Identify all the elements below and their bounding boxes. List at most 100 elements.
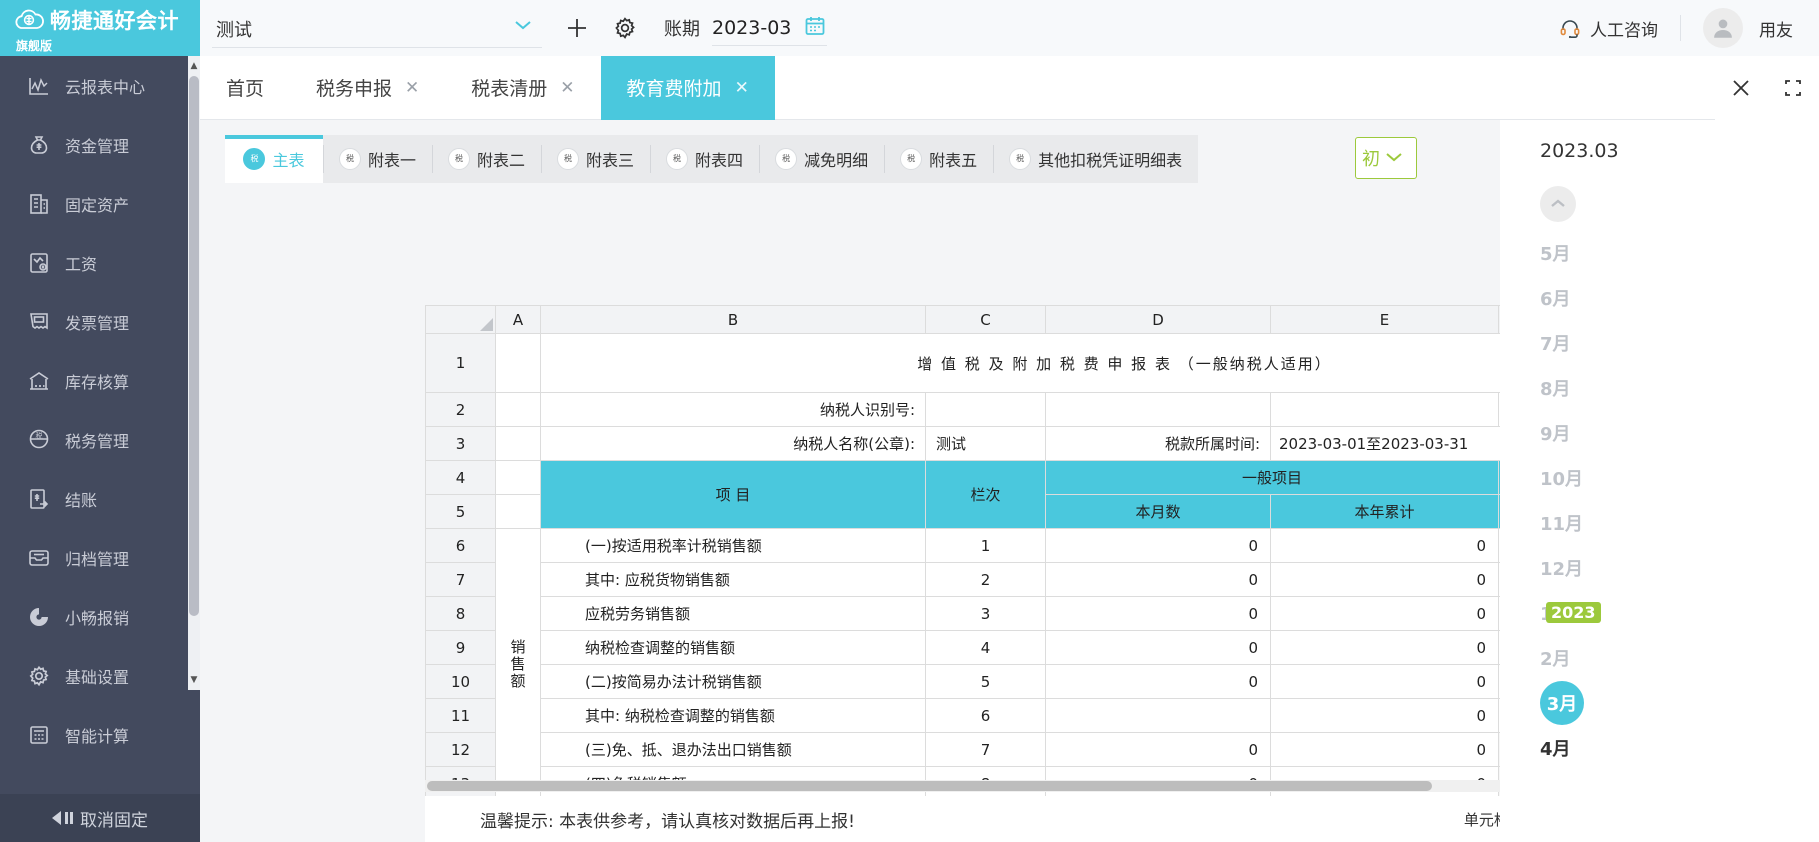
row-value-e[interactable]: 0	[1270, 528, 1499, 563]
row-value-e[interactable]: 0	[1270, 596, 1499, 631]
month-item[interactable]: 6月	[1540, 288, 1571, 310]
column-header-b[interactable]: B	[540, 305, 926, 334]
month-item-current[interactable]: 3月	[1536, 680, 1584, 725]
row-header[interactable]: 5	[425, 494, 496, 529]
tab-education-surcharge[interactable]: 教育费附加 ✕	[600, 55, 775, 120]
report-tab-appendix-2[interactable]: 税 附表二	[432, 135, 542, 183]
row-item[interactable]: (三)免、抵、退办法出口销售额	[540, 732, 926, 767]
sidebar-item-archive[interactable]: 归档管理	[0, 528, 200, 587]
maximize-icon[interactable]	[1767, 56, 1819, 120]
sidebar-item-reimburse[interactable]: 小畅报销	[0, 587, 200, 646]
sheet-horizontal-scrollbar[interactable]	[425, 780, 1675, 792]
chevron-down-icon[interactable]	[512, 17, 534, 36]
column-header-c[interactable]: C	[925, 305, 1046, 334]
row-item[interactable]: 应税劳务销售额	[540, 596, 926, 631]
row-item[interactable]: (二)按简易办法计税销售额	[540, 664, 926, 699]
row-line-no[interactable]: 5	[925, 664, 1046, 699]
row-value-e[interactable]: 0	[1270, 664, 1499, 699]
chevron-up-icon[interactable]	[1540, 186, 1576, 222]
row-value-e[interactable]: 0	[1270, 732, 1499, 767]
month-item[interactable]: 10月	[1540, 468, 1584, 490]
row-value-e[interactable]: 0	[1270, 698, 1499, 733]
calendar-icon[interactable]	[803, 14, 827, 42]
month-item[interactable]: 4月	[1540, 738, 1571, 760]
cell-a5[interactable]	[495, 494, 541, 529]
sidebar-item-smart-calc[interactable]: 智能计算	[0, 705, 200, 764]
sidebar-item-payroll[interactable]: 工资	[0, 233, 200, 292]
sidebar-item-inventory[interactable]: 库存核算	[0, 351, 200, 410]
status-select[interactable]: 初	[1355, 137, 1417, 179]
row-line-no[interactable]: 4	[925, 630, 1046, 665]
cell-a1[interactable]	[495, 333, 541, 393]
select-all-corner[interactable]	[425, 305, 496, 334]
row-header[interactable]: 9	[425, 630, 496, 665]
tab-tax-form-list[interactable]: 税表清册 ✕	[445, 56, 600, 120]
row-header[interactable]: 6	[425, 528, 496, 563]
month-item[interactable]: 12月	[1540, 558, 1584, 580]
column-header-d[interactable]: D	[1045, 305, 1271, 334]
cell-a2[interactable]	[495, 392, 541, 427]
row-item[interactable]: 其中: 纳税检查调整的销售额	[540, 698, 926, 733]
row-value-d[interactable]: 0	[1045, 596, 1271, 631]
report-tab-reduction-detail[interactable]: 税 减免明细	[759, 135, 885, 183]
row-header[interactable]: 3	[425, 426, 496, 461]
sidebar-item-settlement[interactable]: 结账	[0, 469, 200, 528]
month-item[interactable]: 8月	[1540, 378, 1571, 400]
sidebar-item-basic-settings[interactable]: 基础设置	[0, 646, 200, 705]
close-icon[interactable]	[1715, 56, 1767, 120]
sheet-horizontal-scroll-thumb[interactable]	[427, 781, 1432, 791]
row-line-no[interactable]: 6	[925, 698, 1046, 733]
row-header[interactable]: 7	[425, 562, 496, 597]
chevron-down-icon[interactable]	[1384, 148, 1404, 169]
report-tab-appendix-1[interactable]: 税 附表一	[323, 135, 433, 183]
tab-close-icon[interactable]: ✕	[560, 77, 575, 98]
cell-a3[interactable]	[495, 426, 541, 461]
settings-gear-icon[interactable]	[612, 15, 638, 41]
report-tab-appendix-4[interactable]: 税 附表四	[650, 135, 760, 183]
row-item[interactable]: (一)按适用税率计税销售额	[540, 528, 926, 563]
row-value-d[interactable]: 0	[1045, 732, 1271, 767]
month-item[interactable]: 9月	[1540, 423, 1571, 445]
tab-close-icon[interactable]: ✕	[734, 77, 749, 98]
row-line-no[interactable]: 1	[925, 528, 1046, 563]
sidebar-scroll-down-icon[interactable]: ▼	[188, 670, 200, 690]
sidebar-scroll-up-icon[interactable]: ▲	[188, 56, 200, 76]
cell-e2[interactable]	[1270, 392, 1499, 427]
row-header[interactable]: 10	[425, 664, 496, 699]
sidebar-scroll-thumb[interactable]	[189, 76, 199, 616]
month-item[interactable]: 5月	[1540, 243, 1571, 265]
sidebar-item-cloud-report[interactable]: 云报表中心	[0, 56, 200, 115]
sidebar-item-invoice[interactable]: 发票管理	[0, 292, 200, 351]
month-item[interactable]: 2月	[1540, 648, 1571, 670]
month-item[interactable]: 11月	[1540, 513, 1584, 535]
tab-home[interactable]: 首页	[200, 56, 290, 120]
row-header[interactable]: 12	[425, 732, 496, 767]
row-header[interactable]: 8	[425, 596, 496, 631]
row-item[interactable]: 其中: 应税货物销售额	[540, 562, 926, 597]
month-item[interactable]: 7月	[1540, 333, 1571, 355]
report-tab-main[interactable]: 税 主表	[225, 135, 323, 183]
row-value-d[interactable]: 0	[1045, 630, 1271, 665]
sidebar-item-fund[interactable]: 资金管理	[0, 115, 200, 174]
add-button[interactable]	[564, 15, 590, 41]
report-tab-appendix-5[interactable]: 税 附表五	[884, 135, 994, 183]
report-tab-appendix-3[interactable]: 税 附表三	[541, 135, 651, 183]
row-value-d[interactable]: 0	[1045, 664, 1271, 699]
sidebar-item-tax[interactable]: 税 税务管理	[0, 410, 200, 469]
row-line-no[interactable]: 7	[925, 732, 1046, 767]
spreadsheet[interactable]: A B C D E F 1 增 值 税 及 附 加 税 费 申 报 表 （一般纳…	[425, 305, 1675, 796]
row-value-d[interactable]: 0	[1045, 528, 1271, 563]
row-value-d[interactable]: 0	[1045, 562, 1271, 597]
unpin-sidebar-button[interactable]: 取消固定	[0, 794, 200, 842]
row-line-no[interactable]: 3	[925, 596, 1046, 631]
taxpayer-id-value[interactable]	[925, 392, 1046, 427]
row-header[interactable]: 2	[425, 392, 496, 427]
row-header[interactable]: 11	[425, 698, 496, 733]
row-value-e[interactable]: 0	[1270, 630, 1499, 665]
row-item[interactable]: 纳税检查调整的销售额	[540, 630, 926, 665]
tab-close-icon[interactable]: ✕	[405, 77, 420, 98]
avatar[interactable]	[1703, 8, 1743, 48]
cell-d2[interactable]	[1045, 392, 1271, 427]
row-header[interactable]: 1	[425, 333, 496, 393]
sidebar-scrollbar[interactable]	[188, 56, 200, 690]
